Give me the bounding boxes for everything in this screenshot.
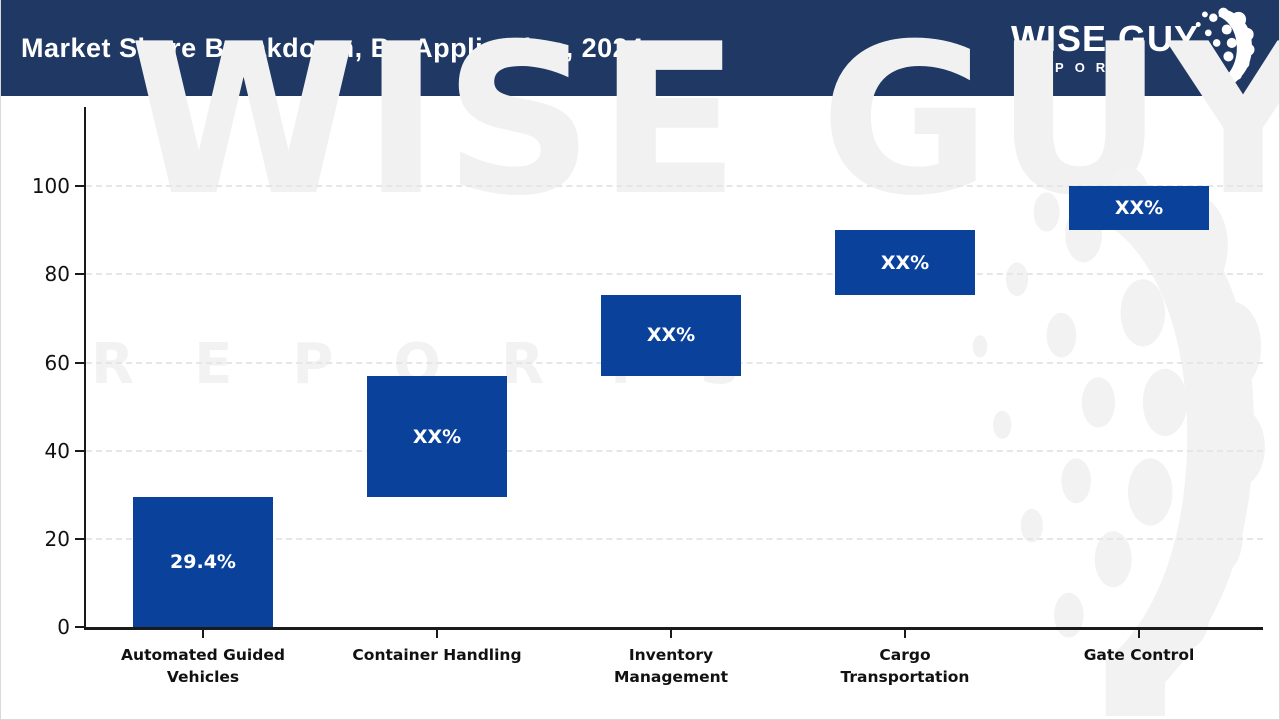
watermark-face-icon — [972, 167, 1265, 716]
x-axis-label-automated-guided-vehicles: Automated Guided Vehicles — [121, 646, 285, 686]
x-axis-label-cargo-transportation: Cargo Transportation — [840, 646, 970, 686]
y-tick-mark-20 — [75, 537, 84, 540]
x-tick-mark-4 — [1138, 630, 1140, 638]
x-tick-mark-1 — [436, 630, 438, 638]
x-axis-label-inventory-management: Inventory Management — [613, 646, 729, 686]
gridline-y100 — [86, 185, 1263, 188]
bar-gate-control: XX% — [1069, 186, 1209, 231]
report-header: Market Share Breakdown, By Application, … — [1, 0, 1279, 96]
y-tick-label-40: 40 — [44, 438, 70, 463]
y-tick-label-80: 80 — [44, 262, 70, 287]
y-tick-label-100: 100 — [31, 174, 70, 199]
page-title: Market Share Breakdown, By Application, … — [21, 32, 644, 63]
gridline-y20 — [86, 537, 1263, 540]
y-tick-mark-0 — [75, 626, 84, 628]
gridline-y40 — [86, 449, 1263, 452]
y-axis-line — [84, 107, 86, 630]
y-tick-label-60: 60 — [44, 350, 70, 375]
y-tick-label-20: 20 — [44, 526, 70, 551]
bar-container-handling: XX% — [367, 375, 507, 498]
bar-automated-guided-vehicles: 29.4% — [133, 497, 273, 627]
bar-value-label: XX% — [1114, 197, 1164, 220]
bar-chart: 0 20 40 60 80 100 29.4% Automated Guided Vehicl… — [32, 107, 1263, 686]
bar-inventory-management: XX% — [601, 295, 741, 376]
y-tick-mark-80 — [75, 273, 84, 276]
bar-value-label: XX% — [880, 251, 930, 274]
y-tick-label-0: 0 — [57, 615, 70, 639]
x-axis-label-container-handling: Container Handling — [352, 646, 522, 664]
bar-value-label: 29.4% — [170, 551, 236, 574]
bar-value-label: XX% — [646, 324, 696, 347]
x-tick-mark-2 — [670, 630, 672, 638]
gridline-y80 — [86, 273, 1263, 276]
x-tick-mark-3 — [904, 630, 906, 638]
logo-face-icon — [1188, 7, 1255, 90]
bar-cargo-transportation: XX% — [835, 230, 975, 296]
bar-value-label: XX% — [412, 425, 462, 448]
y-tick-mark-60 — [75, 361, 84, 364]
y-tick-mark-40 — [75, 449, 84, 452]
x-axis-line — [84, 627, 1263, 630]
x-axis-label-gate-control: Gate Control — [1083, 646, 1195, 664]
y-tick-mark-100 — [75, 185, 84, 188]
logo-wordmark: WISE GUY — [1010, 18, 1199, 59]
logo-text: WISE GUY REPORTS — [1010, 18, 1199, 76]
logo-subtitle: REPORTS — [1014, 60, 1155, 75]
x-tick-mark-0 — [202, 630, 204, 638]
wise-guy-logo: WISE GUY REPORTS — [1011, 0, 1257, 96]
